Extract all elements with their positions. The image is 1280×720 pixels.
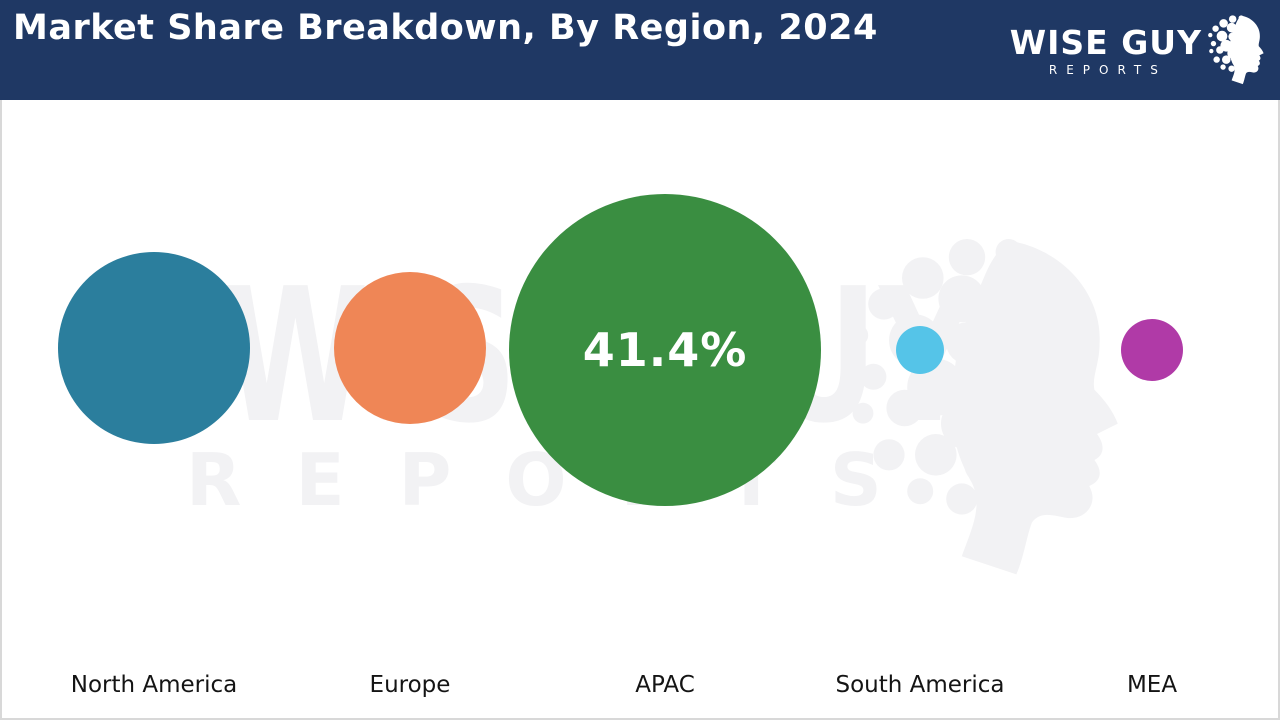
wise-guy-logo: WISE GUY REPORTS — [1010, 6, 1270, 94]
watermark-head-icon — [832, 226, 1154, 590]
logo-name: WISE GUY — [1009, 23, 1202, 62]
category-label-south-america: South America — [835, 672, 1005, 698]
category-label-mea: MEA — [1126, 672, 1178, 698]
category-label-europe: Europe — [369, 672, 451, 698]
logo-text: WISE GUY REPORTS — [1010, 23, 1202, 77]
bubble-north-america — [58, 252, 250, 444]
bubble-value-label-apac: 41.4% — [582, 323, 748, 377]
header-bar: Market Share Breakdown, By Region, 2024 … — [0, 0, 1280, 100]
bubble-europe — [334, 272, 486, 424]
bubble-apac: 41.4% — [509, 194, 821, 506]
bubble-stage: WISE GUY REPORTS North AmericaEurope41.4… — [0, 100, 1280, 718]
chart-area: WISE GUY REPORTS North AmericaEurope41.4… — [0, 100, 1280, 720]
page-title: Market Share Breakdown, By Region, 2024 — [13, 8, 878, 48]
category-label-north-america: North America — [70, 672, 238, 698]
bubble-south-america — [896, 326, 944, 374]
logo-head-icon — [1206, 10, 1270, 90]
logo-tagline: REPORTS — [1048, 63, 1167, 77]
category-label-apac: APAC — [635, 672, 695, 698]
bubble-mea — [1121, 319, 1183, 381]
